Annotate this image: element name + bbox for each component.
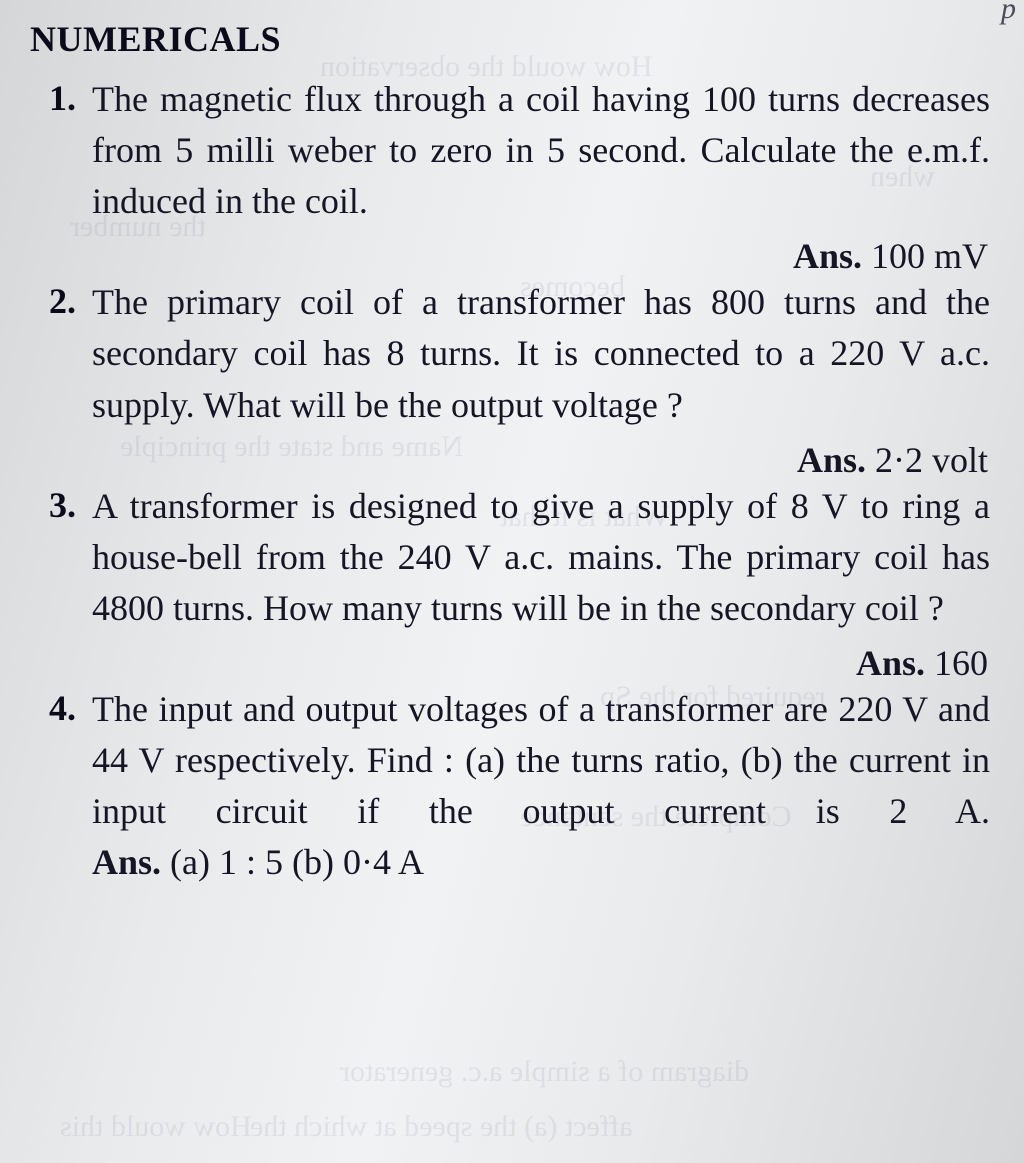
answer-value: 100 mV — [871, 236, 988, 276]
answer-value: 2·2 volt — [875, 440, 988, 480]
answer-label: Ans. — [797, 440, 866, 480]
problem: 3.A transformer is designed to give a su… — [28, 481, 994, 634]
problem-body: The magnetic flux through a coil having … — [92, 74, 994, 227]
answer-label: Ans. — [856, 643, 925, 683]
problem-body: A transformer is designed to give a supp… — [92, 481, 994, 634]
problem: 2.The primary coil of a transformer has … — [28, 277, 994, 430]
problem-number: 1. — [28, 74, 92, 227]
answer-value: (a) 1 : 5 (b) 0·4 A — [170, 842, 424, 882]
answer-label: Ans. — [793, 236, 862, 276]
ghost-text: diagram of a simple a.c. generator — [340, 1055, 749, 1089]
problem-text: The primary coil of a transformer has 80… — [92, 282, 990, 424]
section-heading: NUMERICALS — [30, 18, 994, 60]
problem-body: The input and output voltages of a trans… — [92, 684, 994, 888]
problem-text: The magnetic flux through a coil having … — [92, 79, 990, 221]
problem-text: The input and output voltages of a trans… — [92, 689, 990, 831]
problems-list: 1.The magnetic flux through a coil havin… — [28, 74, 994, 888]
problem-answer: Ans. 2·2 volt — [28, 439, 994, 481]
problem-body: The primary coil of a transformer has 80… — [92, 277, 994, 430]
problem-answer: Ans. 100 mV — [28, 235, 994, 277]
problem-number: 2. — [28, 277, 92, 430]
answer-label: Ans. — [92, 842, 161, 882]
ghost-text: affect (a) the speed at which the — [250, 1110, 633, 1144]
problem-answer: Ans. (a) 1 : 5 (b) 0·4 A — [92, 842, 424, 882]
problem-number: 4. — [28, 684, 92, 888]
problem: 1.The magnetic flux through a coil havin… — [28, 74, 994, 227]
corner-symbol: p — [1001, 0, 1016, 26]
answer-value: 160 — [934, 643, 988, 683]
problem-text: A transformer is designed to give a supp… — [92, 486, 990, 628]
page-content: NUMERICALS 1.The magnetic flux through a… — [28, 18, 994, 888]
problem-answer: Ans. 160 — [28, 642, 994, 684]
problem-number: 3. — [28, 481, 92, 634]
problem: 4.The input and output voltages of a tra… — [28, 684, 994, 888]
ghost-text: How would this — [60, 1110, 252, 1144]
